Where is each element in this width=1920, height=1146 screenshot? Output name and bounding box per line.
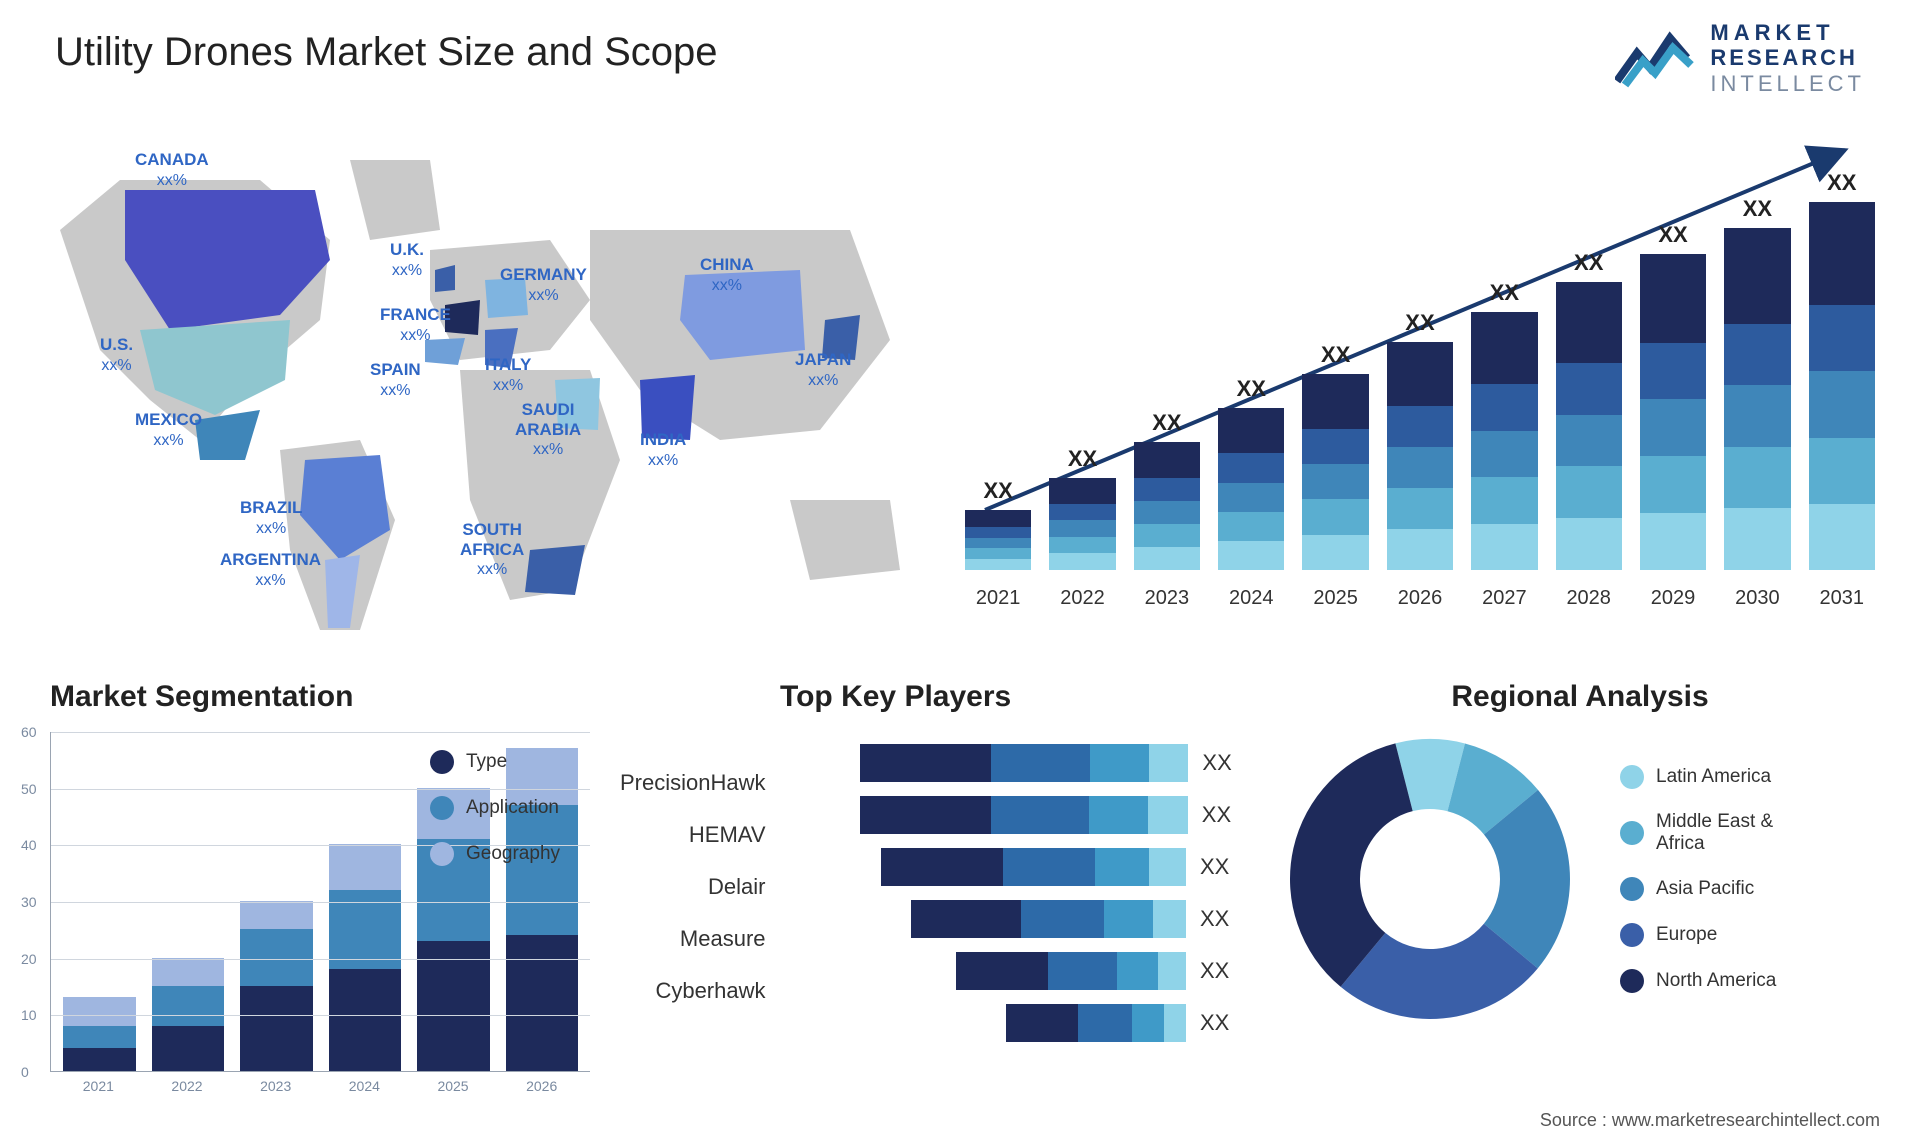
regional-donut-chart bbox=[1280, 729, 1580, 1029]
seg-bar-2021 bbox=[63, 997, 136, 1071]
forecast-bar-2031: XX bbox=[1809, 170, 1875, 570]
logo-icon bbox=[1615, 23, 1695, 93]
player-name: PrecisionHawk bbox=[620, 770, 766, 822]
map-label-saudi: SAUDIARABIAxx% bbox=[515, 400, 581, 459]
player-name: Cyberhawk bbox=[620, 978, 766, 1030]
map-label-brazil: BRAZILxx% bbox=[240, 498, 302, 538]
map-label-italy: ITALYxx% bbox=[485, 355, 531, 395]
region-legend-item: North America bbox=[1620, 969, 1776, 993]
map-label-india: INDIAxx% bbox=[640, 430, 686, 470]
world-map: CANADAxx% U.S.xx% MEXICOxx% BRAZILxx% ARGENT… bbox=[30, 120, 930, 640]
forecast-bar-2028: XX bbox=[1556, 250, 1622, 570]
seg-legend-application: Application bbox=[430, 796, 560, 820]
players-title: Top Key Players bbox=[780, 680, 1250, 714]
map-label-spain: SPAINxx% bbox=[370, 360, 421, 400]
regional-section: Regional Analysis Latin America Middle Ea… bbox=[1280, 680, 1880, 1029]
forecast-bar-2027: XX bbox=[1471, 280, 1537, 570]
forecast-bar-2026: XX bbox=[1387, 310, 1453, 570]
regional-legend: Latin America Middle East &Africa Asia Pac… bbox=[1620, 765, 1776, 993]
region-legend-item: Europe bbox=[1620, 923, 1776, 947]
map-label-china: CHINAxx% bbox=[700, 255, 754, 295]
forecast-bar-2029: XX bbox=[1640, 222, 1706, 570]
segmentation-legend: Type Application Geography bbox=[430, 750, 560, 888]
player-bar-1: XX bbox=[860, 796, 1250, 834]
seg-bar-2023 bbox=[240, 901, 313, 1071]
forecast-bar-2025: XX bbox=[1302, 342, 1368, 570]
forecast-bar-2022: XX bbox=[1049, 446, 1115, 570]
segmentation-title: Market Segmentation bbox=[50, 680, 590, 714]
forecast-bar-2023: XX bbox=[1134, 410, 1200, 570]
forecast-bar-2024: XX bbox=[1218, 376, 1284, 570]
map-label-uk: U.K.xx% bbox=[390, 240, 424, 280]
logo-text: MARKET RESEARCH INTELLECT bbox=[1710, 20, 1865, 96]
map-label-us: U.S.xx% bbox=[100, 335, 133, 375]
forecast-bar-2030: XX bbox=[1724, 196, 1790, 570]
map-label-france: FRANCExx% bbox=[380, 305, 451, 345]
seg-legend-geography: Geography bbox=[430, 842, 560, 866]
player-bar-0: XX bbox=[860, 744, 1250, 782]
map-label-mexico: MEXICOxx% bbox=[135, 410, 202, 450]
map-label-southafrica: SOUTHAFRICAxx% bbox=[460, 520, 524, 579]
forecast-chart: XXXXXXXXXXXXXXXXXXXXXX 20212022202320242… bbox=[965, 130, 1875, 610]
map-label-japan: JAPANxx% bbox=[795, 350, 851, 390]
brand-logo: MARKET RESEARCH INTELLECT bbox=[1615, 20, 1865, 96]
map-label-canada: CANADAxx% bbox=[135, 150, 209, 190]
player-name: HEMAV bbox=[620, 822, 766, 874]
seg-legend-type: Type bbox=[430, 750, 560, 774]
player-bar-3: XX bbox=[860, 900, 1250, 938]
forecast-bar-2021: XX bbox=[965, 478, 1031, 570]
regional-title: Regional Analysis bbox=[1280, 680, 1880, 714]
source-attribution: Source : www.marketresearchintellect.com bbox=[1540, 1110, 1880, 1131]
map-label-germany: GERMANYxx% bbox=[500, 265, 587, 305]
player-bar-2: XX bbox=[860, 848, 1250, 886]
player-bar-5: XX bbox=[860, 1004, 1250, 1042]
player-bar-4: XX bbox=[860, 952, 1250, 990]
page-title: Utility Drones Market Size and Scope bbox=[55, 30, 718, 75]
player-name: Measure bbox=[620, 926, 766, 978]
region-legend-item: Latin America bbox=[1620, 765, 1776, 789]
player-names: PrecisionHawkHEMAVDelairMeasureCyberhawk bbox=[620, 770, 766, 1030]
map-label-argentina: ARGENTINAxx% bbox=[220, 550, 321, 590]
player-name: Delair bbox=[620, 874, 766, 926]
region-legend-item: Middle East &Africa bbox=[1620, 811, 1776, 855]
region-legend-item: Asia Pacific bbox=[1620, 877, 1776, 901]
